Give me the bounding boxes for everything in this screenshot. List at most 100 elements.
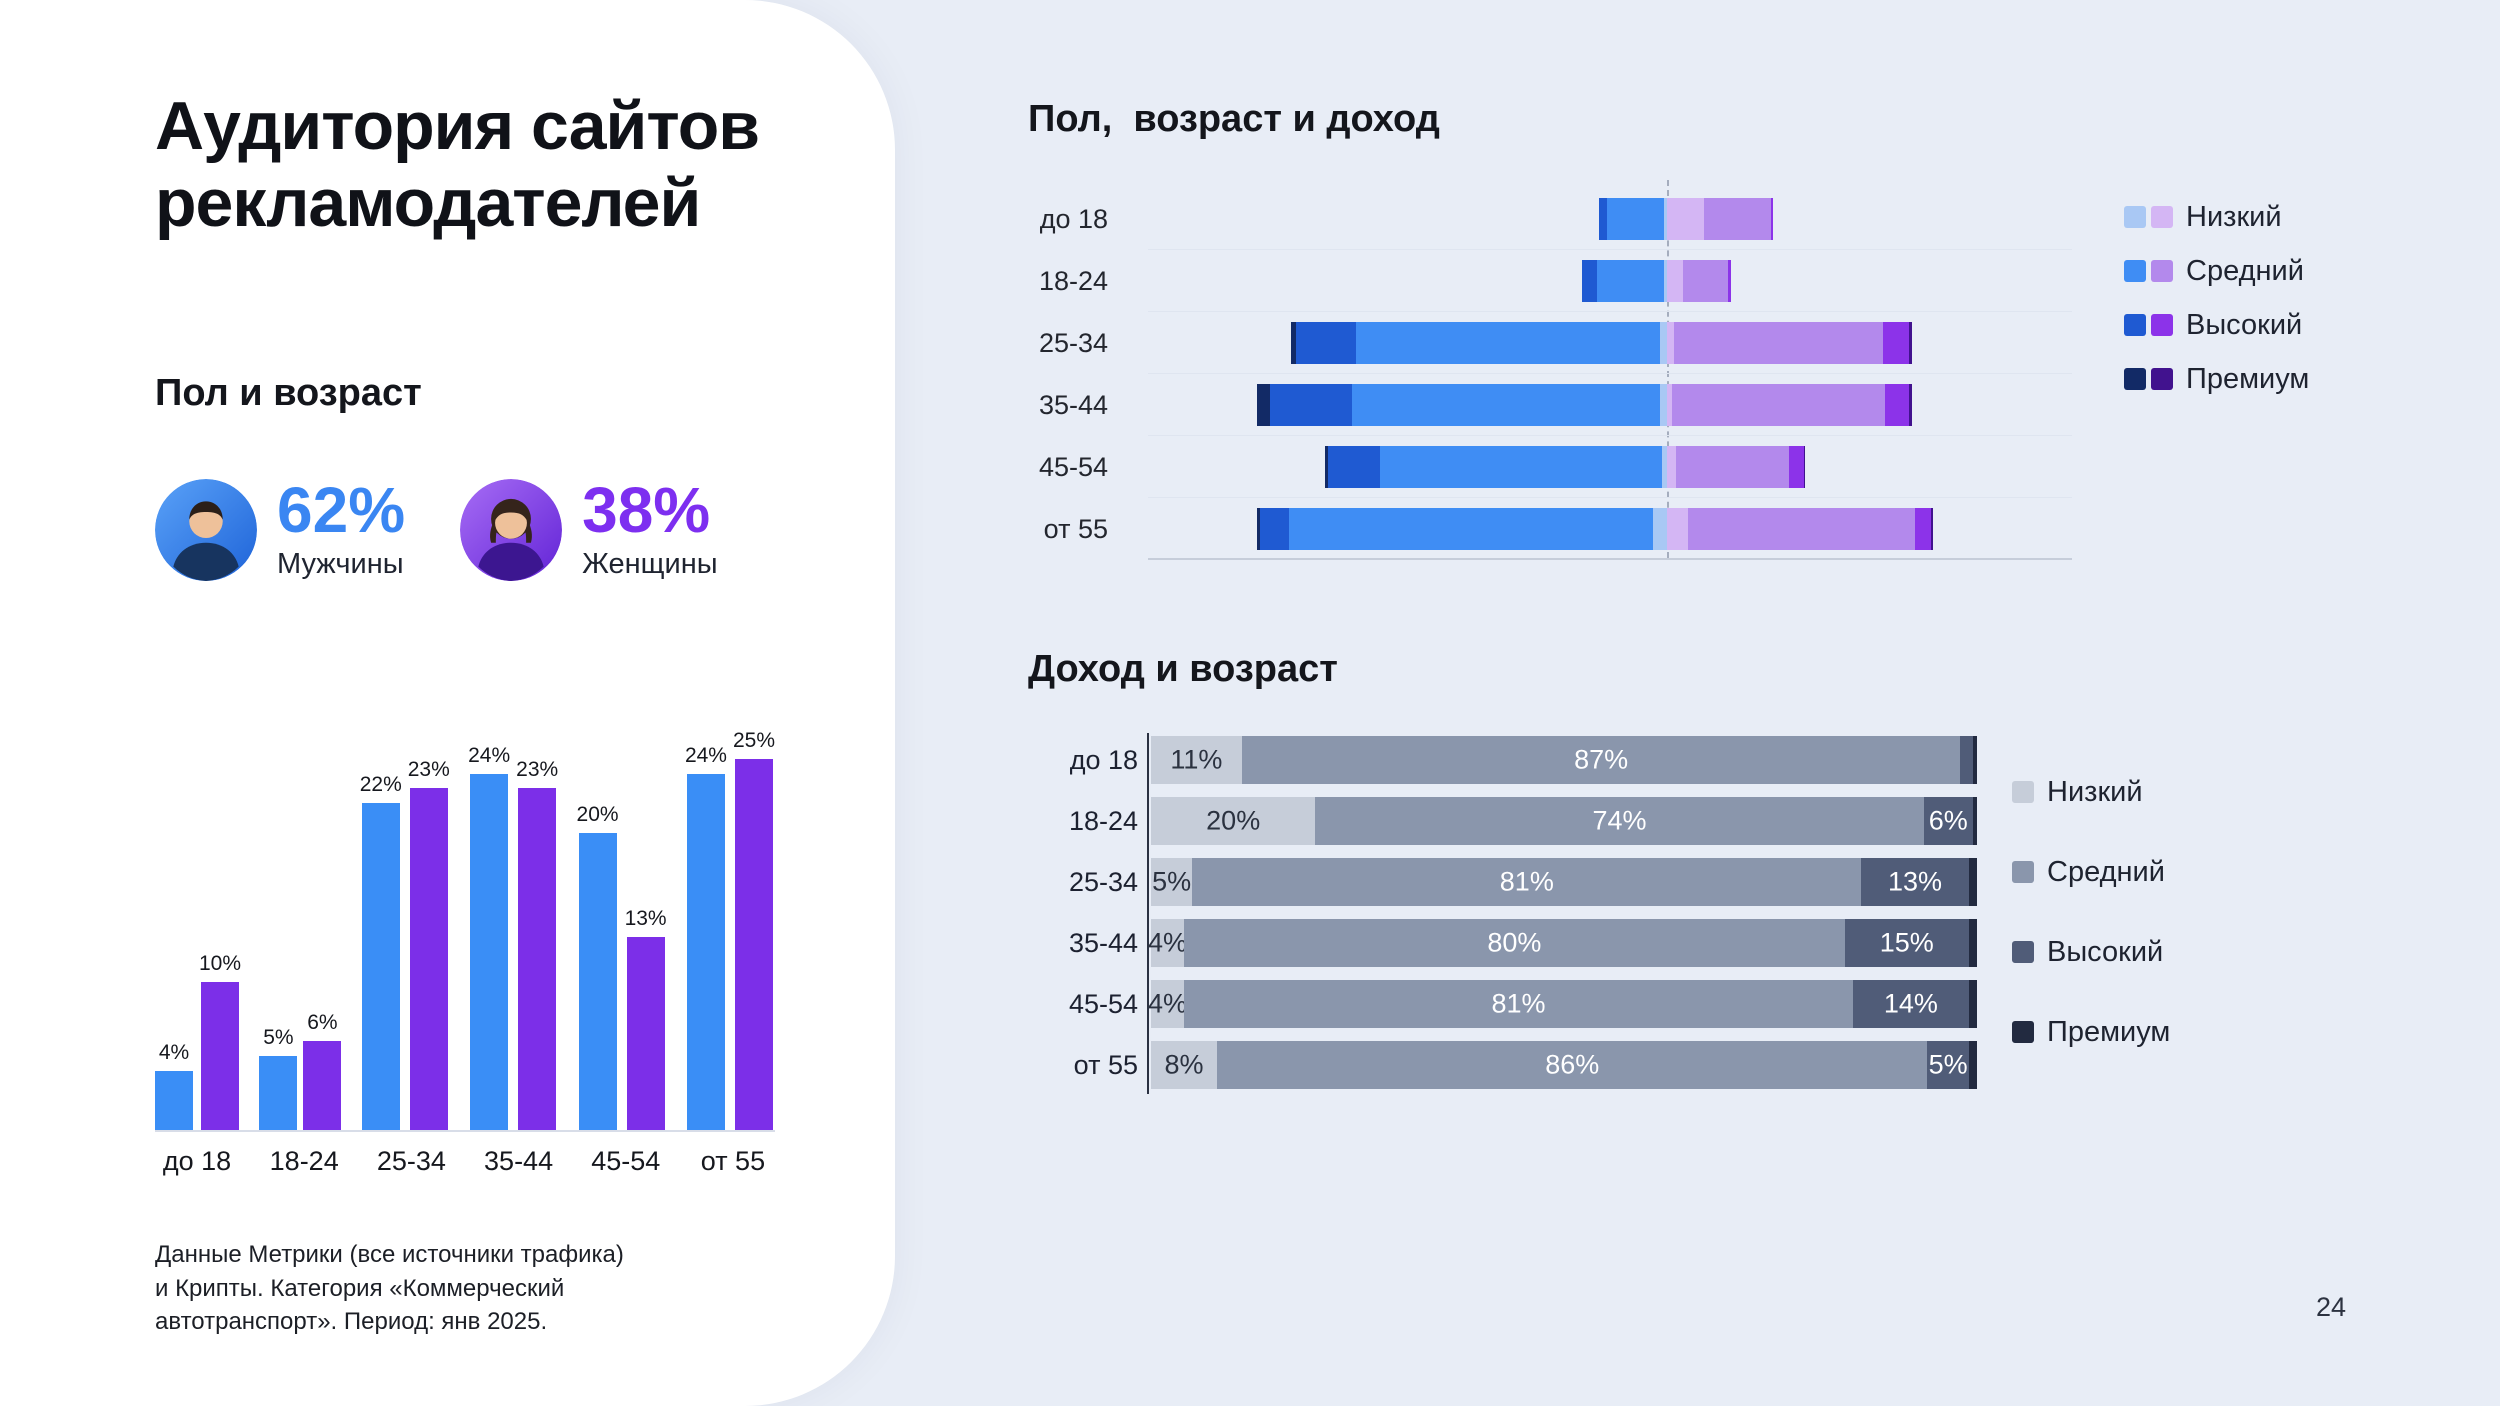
- income-segment: 15%: [1844, 919, 1969, 967]
- male-segment: [1663, 260, 1667, 302]
- male-segment: [1352, 384, 1661, 426]
- pyramid-row-label: от 55: [1043, 514, 1108, 544]
- income-segment-label: 81%: [1491, 988, 1546, 1019]
- female-avatar: [460, 478, 563, 581]
- bar: [409, 788, 448, 1130]
- male-segment: [1598, 198, 1608, 240]
- bar-value-label: 4%: [158, 1040, 190, 1064]
- pyramid-row-label: 45-54: [1038, 452, 1108, 482]
- male-segment: [1581, 260, 1597, 302]
- bar-group: 24% 23%: [468, 744, 558, 1130]
- male-segment: [1379, 446, 1662, 488]
- bar-value-label: 22%: [359, 773, 402, 797]
- female-segment: [1915, 508, 1932, 550]
- legend-item: Низкий: [2012, 775, 2170, 809]
- income-row-labels: до 18 18-24 25-34 35-44 45-54 от 55: [960, 736, 1138, 1102]
- income-chart-title: Доход и возраст: [1028, 648, 1338, 690]
- female-segment: [1672, 384, 1886, 426]
- bar-column: 24%: [468, 744, 510, 1130]
- male-stat: 62% Мужчины: [155, 478, 405, 581]
- male-segment: [1256, 508, 1261, 550]
- income-row-label: от 55: [1073, 1050, 1138, 1080]
- bar: [686, 773, 725, 1130]
- bar-value-label: 24%: [684, 743, 727, 767]
- male-avatar-icon: [155, 478, 257, 581]
- male-segment: [1270, 384, 1353, 426]
- bar-value-label: 20%: [576, 803, 619, 826]
- bar: [578, 833, 617, 1130]
- income-segment: 87%: [1241, 736, 1961, 784]
- legend-swatch: [2012, 941, 2034, 963]
- male-segment: [1596, 260, 1664, 302]
- male-segment: [1355, 322, 1661, 364]
- male-avatar: [155, 478, 257, 581]
- bar-column: 5%: [259, 1026, 298, 1130]
- female-bar: [1667, 446, 1806, 488]
- male-bar: [1256, 508, 1667, 550]
- legend-label: Средний: [2186, 254, 2304, 287]
- male-segment: [1661, 446, 1667, 488]
- female-segment: [1667, 198, 1705, 240]
- income-segment-label: 81%: [1499, 866, 1554, 897]
- legend-swatch: [2012, 861, 2034, 883]
- bar-column: 13%: [625, 907, 667, 1130]
- slide-title-line-1: Аудитория сайтов: [155, 88, 760, 164]
- income-left-axis: [1147, 733, 1149, 1094]
- pyramid-row-label: до 18: [1039, 204, 1108, 234]
- legend-item: Средний: [2124, 254, 2309, 288]
- female-segment: [1667, 384, 1673, 426]
- x-axis-label: 25-34: [376, 1146, 446, 1176]
- female-bar: [1667, 322, 1912, 364]
- legend-swatch-female: [2151, 260, 2173, 282]
- female-segment: [1804, 446, 1806, 488]
- female-segment: [1667, 322, 1675, 364]
- female-segment: [1885, 384, 1909, 426]
- legend-swatch-male: [2124, 314, 2146, 336]
- female-percent: 38%: [582, 474, 711, 546]
- bar: [734, 758, 773, 1130]
- male-bar: [1256, 384, 1667, 426]
- bar: [518, 788, 557, 1130]
- x-axis-label: 45-54: [591, 1146, 661, 1176]
- gender-age-bar-chart: 4% 10% 5% 6% 22% 23% 24% 23% 20% 13% 24% 25%: [155, 729, 775, 1132]
- income-segment: 86%: [1217, 1041, 1928, 1089]
- legend-label: Высокий: [2186, 308, 2303, 341]
- female-segment: [1883, 322, 1909, 364]
- legend-swatch-male: [2124, 260, 2146, 282]
- income-segment: 14%: [1853, 980, 1969, 1028]
- bar-group: 4% 10%: [155, 952, 241, 1130]
- pyramid-row: [1148, 498, 2072, 560]
- income-segment: 81%: [1184, 980, 1854, 1028]
- legend-swatch: [2012, 781, 2034, 803]
- pyramid-row-labels: до 18 18-24 25-34 35-44 45-54 от 55: [960, 188, 1108, 560]
- bar-column: 4%: [155, 1041, 193, 1130]
- left-panel: Аудитория сайтов рекламодателей Пол и во…: [0, 0, 895, 1406]
- income-segment: [1968, 919, 1977, 967]
- legend-label: Высокий: [2047, 935, 2164, 968]
- legend-swatch-male: [2124, 368, 2146, 390]
- bar-group: 24% 25%: [685, 729, 775, 1130]
- bar-value-label: 24%: [468, 743, 511, 767]
- x-axis-label: 35-44: [484, 1146, 554, 1176]
- female-bar: [1667, 384, 1912, 426]
- bar-column: 23%: [408, 758, 450, 1130]
- income-segment: 80%: [1184, 919, 1845, 967]
- income-segment: [1960, 736, 1973, 784]
- income-row-label: 35-44: [1068, 928, 1138, 958]
- income-segment-label: 87%: [1574, 744, 1629, 775]
- male-segment: [1607, 198, 1664, 240]
- female-avatar-icon: [460, 478, 563, 581]
- bar-column: 20%: [577, 803, 619, 1130]
- bar-group: 22% 23%: [360, 758, 450, 1130]
- income-segment: [1968, 1041, 1977, 1089]
- bar-column: 6%: [303, 1011, 342, 1130]
- bar-value-label: 23%: [516, 758, 559, 782]
- male-segment: [1295, 322, 1356, 364]
- income-row: 20% 74% 6%: [1151, 797, 1977, 845]
- pyramid-row-label: 35-44: [1038, 390, 1108, 420]
- male-segment: [1256, 384, 1271, 426]
- male-stat-text: 62% Мужчины: [277, 478, 405, 581]
- income-row-label: 18-24: [1068, 806, 1138, 836]
- bar-column: 24%: [685, 744, 727, 1130]
